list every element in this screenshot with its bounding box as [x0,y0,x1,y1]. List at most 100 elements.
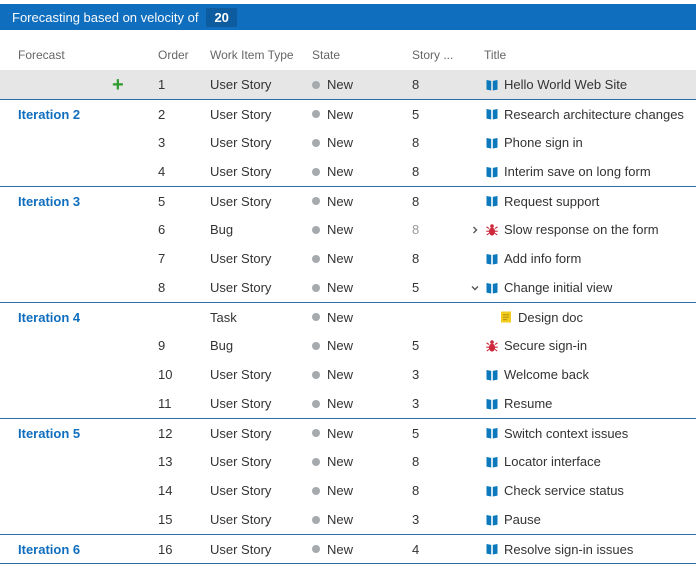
forecast-cell: Iteration 5 [18,426,158,441]
order-cell: 1 [158,77,166,92]
work-item-title[interactable]: Check service status [504,483,624,498]
state-dot-icon [312,545,320,553]
state-cell: New [312,367,412,382]
table-row[interactable]: 8 User Story New 5 [0,273,696,302]
state-dot-icon [312,457,320,466]
work-item-title[interactable]: Slow response on the form [504,222,659,237]
title-cell: Request support [484,194,696,209]
forecast-cell: Iteration 2 [18,107,158,122]
work-item-title[interactable]: Hello World Web Site [504,77,628,92]
table-row[interactable]: 7 User Story New 8 [0,244,696,273]
state-dot-icon [312,429,320,437]
work-item-title[interactable]: Welcome back [504,367,590,382]
expand-chevron-icon[interactable] [469,224,481,236]
story-points-cell: 5 [412,106,420,122]
bug-icon [484,222,499,237]
table-row[interactable]: 11 User Story New 3 [0,389,696,418]
table-row[interactable]: 3 User Story New 8 [0,128,696,157]
user-story-icon [484,542,499,557]
story-points-cell: 5 [412,425,420,441]
forecast-cell: Iteration 3 [18,194,158,209]
state-cell: New [312,251,412,266]
order-cell: 7 [158,251,166,266]
work-item-title[interactable]: Locator interface [504,454,601,469]
work-item-title[interactable]: Switch context issues [504,425,629,441]
order-cell: 16 [158,541,173,557]
story-points-cell: 3 [412,367,420,382]
table-row[interactable]: 10 User Story New 3 [0,360,696,389]
work-item-title[interactable]: Phone sign in [504,135,583,150]
state-label: New [327,396,354,411]
table-row[interactable]: Iteration 6 16 User Story New 4 [0,534,696,563]
work-item-title[interactable]: Pause [504,512,541,527]
title-cell: Interim save on long form [484,164,696,179]
work-item-title[interactable]: Design doc [518,309,584,325]
state-label: New [327,541,354,557]
work-item-type-cell: User Story [210,483,272,498]
table-row[interactable]: 13 User Story New 8 [0,447,696,476]
state-cell: New [312,135,412,150]
user-story-icon [484,426,499,441]
bug-icon [484,338,499,353]
iteration-label: Iteration 5 [18,425,81,441]
forecast-header-label: Forecasting based on velocity of [12,9,199,25]
work-item-title[interactable]: Resume [504,396,553,411]
user-story-icon [484,107,499,122]
order-cell: 2 [158,106,166,122]
title-cell: Add info form [484,251,696,266]
table-row[interactable]: Iteration 4 Task New [0,302,696,331]
user-story-icon [484,483,499,498]
state-cell: New [312,512,412,527]
state-dot-icon [312,486,320,495]
table-row[interactable]: Iteration 3 5 User Story New 8 [0,186,696,215]
order-cell: 11 [158,396,172,411]
state-dot-icon [312,138,320,147]
table-row[interactable]: + 1 User Story New 8 [0,70,696,99]
work-item-type-cell: User Story [210,396,272,411]
work-item-title[interactable]: Request support [504,193,600,209]
state-label: New [327,251,354,266]
table-row[interactable]: Iteration 5 12 User Story New 5 [0,418,696,447]
order-cell: 12 [158,425,173,441]
order-cell: 10 [158,367,173,382]
state-cell: New [312,107,412,122]
work-item-type-cell: User Story [210,454,272,469]
forecast-page: Forecasting based on velocity of 20 Fore… [0,4,696,564]
work-item-title[interactable]: Secure sign-in [504,338,588,353]
title-cell: Research architecture changes [484,107,696,122]
state-cell: New [312,310,412,325]
state-label: New [327,135,354,150]
table-row[interactable]: 4 User Story New 8 [0,157,696,186]
table-row[interactable]: 9 Bug New 5 [0,331,696,360]
table-body: + 1 User Story New 8 [0,70,696,563]
state-dot-icon [312,370,320,379]
state-dot-icon [312,515,320,524]
velocity-input[interactable]: 20 [206,7,237,27]
story-points-cell: 5 [412,338,420,353]
user-story-icon [484,135,499,150]
table-row[interactable]: Iteration 2 2 User Story New 5 [0,99,696,128]
state-dot-icon [312,313,320,321]
expand-chevron-icon[interactable] [469,282,481,294]
add-work-item-button[interactable]: + [112,73,124,96]
title-cell: Switch context issues [484,426,696,441]
column-header-forecast: Forecast [18,48,65,62]
table-row[interactable]: 6 Bug New 8 [0,215,696,244]
story-points-cell: 3 [412,396,420,411]
work-item-title[interactable]: Interim save on long form [504,164,651,179]
work-item-title[interactable]: Research architecture changes [504,106,684,122]
forecast-cell: Iteration 4 [18,310,158,325]
state-cell: New [312,222,412,237]
work-item-title[interactable]: Change initial view [504,280,613,295]
table-row[interactable]: 14 User Story New 8 [0,476,696,505]
iteration-label: Iteration 3 [18,193,81,209]
iteration-label: Iteration 4 [18,309,81,325]
table-row[interactable]: 15 User Story New 3 [0,505,696,534]
work-item-title[interactable]: Add info form [504,251,582,266]
state-cell: New [312,164,412,179]
work-item-type-cell: User Story [210,512,272,527]
user-story-icon [484,164,499,179]
work-item-title[interactable]: Resolve sign-in issues [504,541,634,557]
title-cell: Check service status [484,483,696,498]
forecast-cell: Iteration 6 [18,542,158,557]
